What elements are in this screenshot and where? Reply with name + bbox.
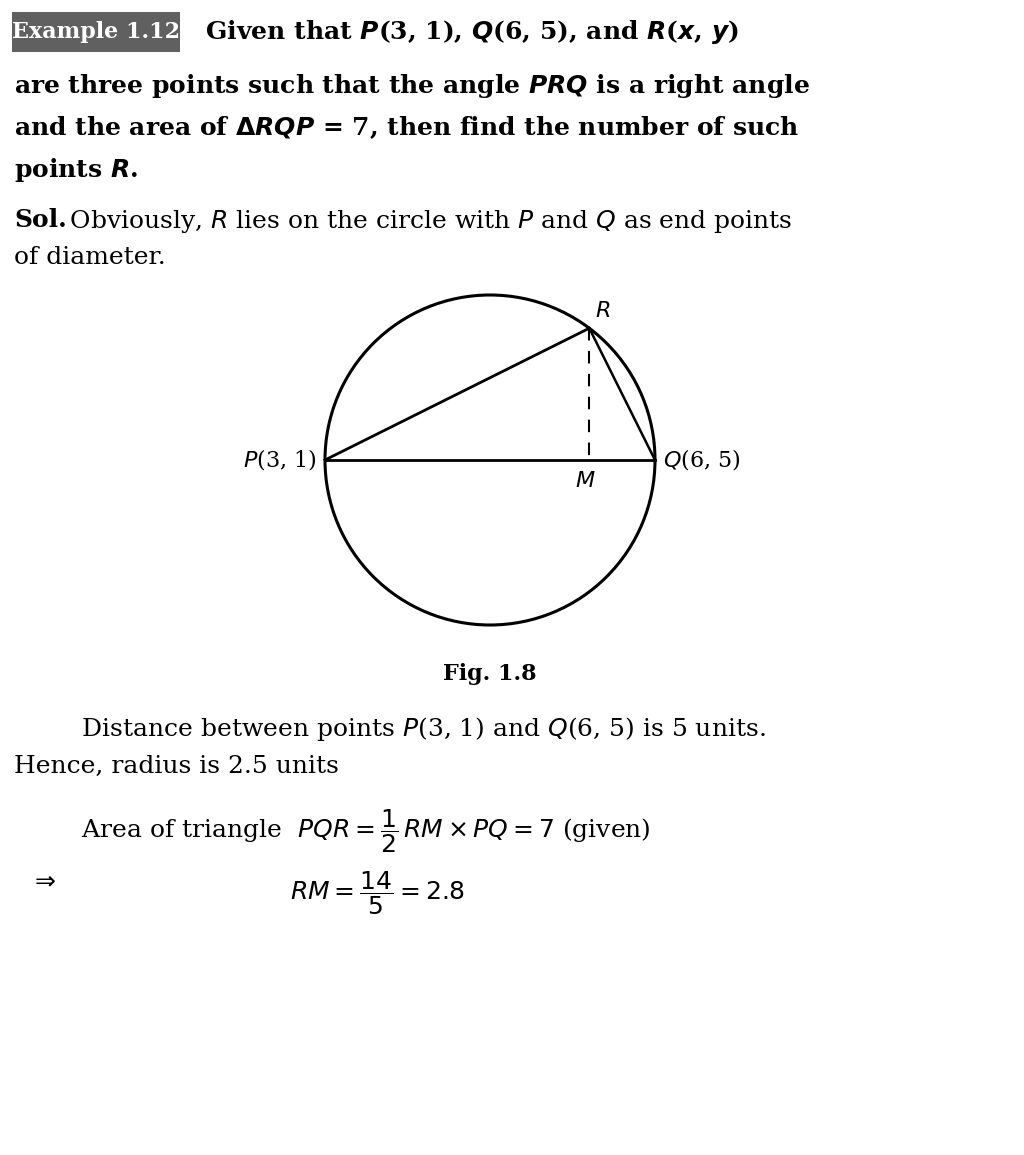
- Text: $P$(3, 1): $P$(3, 1): [244, 447, 317, 472]
- Text: Fig. 1.8: Fig. 1.8: [443, 663, 537, 685]
- Text: $R$: $R$: [595, 300, 610, 322]
- Text: Distance between points $P$(3, 1) and $Q$(6, 5) is 5 units.: Distance between points $P$(3, 1) and $Q…: [50, 715, 766, 743]
- Text: are three points such that the angle $\boldsymbol{PRQ}$ is a right angle: are three points such that the angle $\b…: [14, 72, 810, 100]
- Text: points $\boldsymbol{R}$.: points $\boldsymbol{R}$.: [14, 156, 138, 184]
- Text: $RM = \dfrac{14}{5} = 2.8$: $RM = \dfrac{14}{5} = 2.8$: [290, 869, 465, 917]
- Text: and the area of $\boldsymbol{\Delta RQP}$ = 7, then find the number of such: and the area of $\boldsymbol{\Delta RQP}…: [14, 114, 800, 141]
- Text: $\Rightarrow$: $\Rightarrow$: [30, 869, 56, 892]
- Text: $M$: $M$: [575, 470, 596, 492]
- Text: Hence, radius is 2.5 units: Hence, radius is 2.5 units: [14, 755, 339, 778]
- Text: $Q$(6, 5): $Q$(6, 5): [663, 447, 740, 472]
- FancyBboxPatch shape: [12, 12, 180, 52]
- Text: Area of triangle  $PQR = \dfrac{1}{2}\,RM \times PQ = 7$ (given): Area of triangle $PQR = \dfrac{1}{2}\,RM…: [50, 807, 650, 855]
- Text: of diameter.: of diameter.: [14, 246, 166, 269]
- Text: Obviously, $R$ lies on the circle with $P$ and $Q$ as end points: Obviously, $R$ lies on the circle with $…: [62, 208, 793, 234]
- Text: Sol.: Sol.: [14, 208, 67, 232]
- Text: Given that $\boldsymbol{P}$(3, 1), $\boldsymbol{Q}$(6, 5), and $\boldsymbol{R}$(: Given that $\boldsymbol{P}$(3, 1), $\bol…: [188, 18, 738, 46]
- Text: Example 1.12: Example 1.12: [12, 21, 180, 43]
